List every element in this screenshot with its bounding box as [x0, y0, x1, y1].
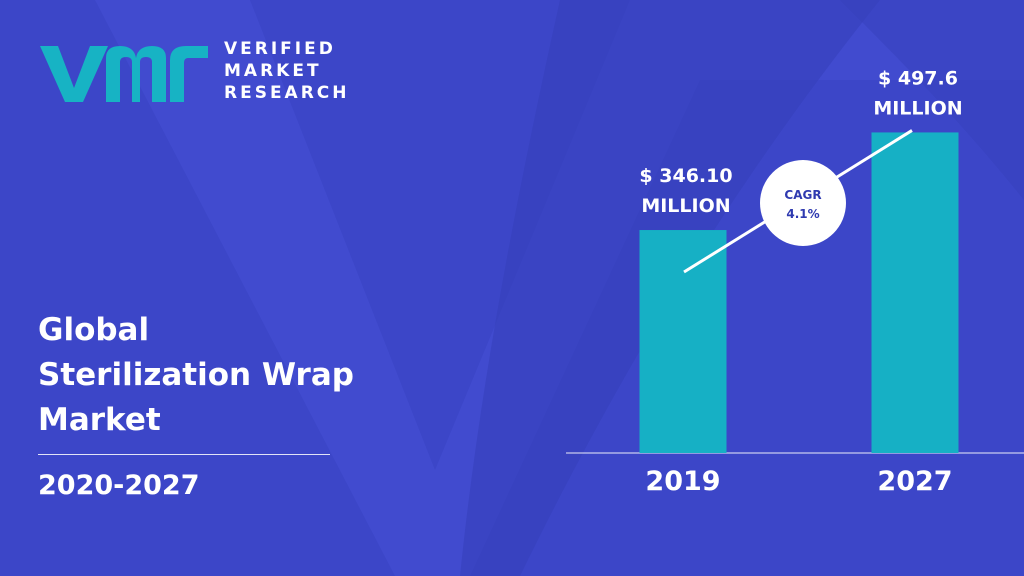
brand-logo: VERIFIED MARKET RESEARCH	[36, 38, 347, 108]
page-title: Global Sterilization Wrap Market	[38, 308, 398, 443]
brand-line-2: MARKET	[224, 61, 322, 81]
data-label-2019-line-2: MILLION	[641, 195, 730, 217]
x-tick-2019: 2019	[645, 466, 720, 497]
x-tick-2027: 2027	[877, 466, 952, 497]
market-size-chart: $ 346.10 MILLION 2019 $ 497.6 MILLION 2027 CA…	[566, 67, 1024, 497]
cagr-label: CAGR	[784, 188, 821, 202]
bar-2027	[871, 132, 959, 453]
brand-line-1: VERIFIED	[224, 39, 336, 59]
data-label-2019-line-1: $ 346.10	[639, 165, 732, 187]
brand-line-3: RESEARCH	[224, 83, 350, 103]
vmr-logo-icon	[40, 46, 208, 102]
data-label-2027-line-2: MILLION	[873, 97, 962, 119]
title-line-1: Global	[38, 312, 150, 348]
forecast-period: 2020-2027	[38, 470, 200, 501]
data-label-2027-line-1: $ 497.6	[878, 67, 958, 89]
cagr-value: 4.1%	[786, 207, 819, 221]
title-line-2: Sterilization Wrap	[38, 357, 354, 393]
brand-name: VERIFIED MARKET RESEARCH	[224, 38, 350, 104]
title-line-3: Market	[38, 402, 161, 438]
title-divider	[38, 454, 330, 455]
cagr-badge: CAGR 4.1%	[760, 160, 846, 246]
bars-layer: $ 346.10 MILLION 2019 $ 497.6 MILLION 2027	[639, 67, 962, 497]
bar-2019	[639, 230, 727, 453]
cagr-circle	[760, 160, 846, 246]
